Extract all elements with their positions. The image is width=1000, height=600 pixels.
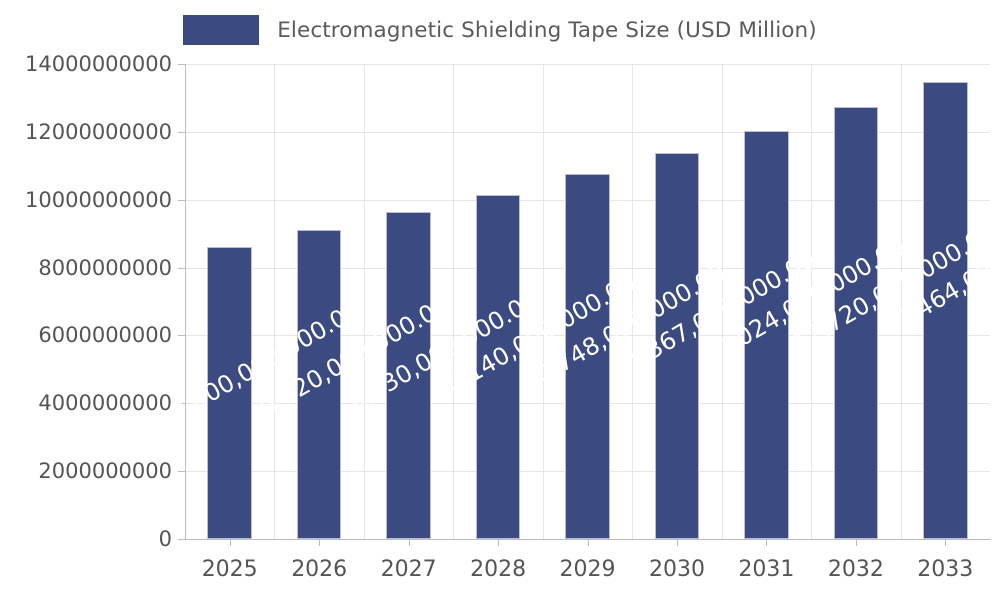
y-tick-label: 12000000000	[25, 119, 172, 144]
y-tick-mark	[178, 403, 185, 405]
y-axis-line	[185, 64, 186, 540]
x-tick-label: 2032	[827, 557, 884, 582]
bar-2028[interactable]	[475, 194, 521, 539]
x-tick-mark	[229, 539, 231, 546]
y-tick-mark	[178, 471, 185, 473]
gridline-vertical	[811, 64, 813, 539]
y-tick-mark	[178, 267, 185, 269]
gridline-vertical	[274, 64, 276, 539]
y-tick-mark	[178, 64, 185, 65]
y-tick-mark	[178, 335, 185, 337]
x-tick-label: 2025	[201, 557, 258, 582]
y-tick-label: 10000000000	[25, 187, 172, 212]
bar-2033[interactable]	[923, 82, 968, 539]
gridline-vertical	[363, 64, 365, 539]
plot-area: 8,600,000,000.00 9,120,000,000.00 9,630,…	[166, 64, 1000, 539]
gridline-horizontal	[185, 131, 990, 133]
gridline-vertical	[542, 64, 544, 539]
gridline-vertical	[900, 64, 902, 539]
chart-legend: Electromagnetic Shielding Tape Size (USD…	[0, 10, 1000, 50]
y-tick-label: 14000000000	[25, 52, 172, 76]
x-tick-label: 2027	[380, 557, 437, 582]
gridline-horizontal	[185, 64, 990, 65]
y-tick-label: 4000000000	[38, 391, 172, 416]
x-tick-label: 2029	[559, 557, 616, 582]
x-tick-mark	[319, 539, 321, 546]
x-tick-mark	[855, 539, 857, 546]
x-tick-label: 2033	[917, 557, 974, 582]
legend-label: Electromagnetic Shielding Tape Size (USD…	[277, 17, 817, 43]
gridline-vertical	[632, 64, 634, 539]
bar-2032[interactable]	[833, 107, 879, 539]
bar-2031[interactable]	[744, 131, 789, 539]
x-axis-tick-labels: 2025 2026 2027 2028 2029 2030 2031 2032 …	[185, 539, 991, 600]
gridline-vertical	[453, 64, 455, 539]
y-tick-mark	[178, 539, 185, 540]
bar-2030[interactable]	[654, 153, 700, 539]
x-tick-mark	[587, 539, 589, 546]
y-tick-mark	[178, 199, 185, 201]
bar-2027[interactable]	[386, 212, 431, 539]
y-tick-mark	[178, 131, 185, 133]
bar-2025[interactable]	[207, 247, 253, 539]
x-tick-label: 2031	[738, 557, 795, 582]
y-tick-label: 8000000000	[38, 255, 172, 280]
bar-2026[interactable]	[296, 229, 342, 539]
y-axis-tick-marks	[0, 64, 190, 540]
bar-2029[interactable]	[565, 174, 610, 539]
gridline-vertical	[721, 64, 723, 539]
y-tick-label: 6000000000	[38, 323, 172, 348]
x-tick-label: 2026	[291, 557, 348, 582]
x-tick-mark	[498, 539, 500, 546]
y-tick-label: 0	[158, 527, 172, 551]
x-tick-mark	[408, 539, 410, 546]
x-tick-mark	[766, 539, 768, 546]
legend-color-swatch	[183, 15, 260, 45]
bar-value-label-2031: 12,024,000,000.00	[698, 232, 911, 371]
y-axis-tick-labels: 14000000000 12000000000 10000000000 8000…	[0, 52, 172, 551]
x-tick-label: 2030	[649, 557, 705, 582]
x-tick-mark	[945, 539, 947, 546]
x-tick-mark	[677, 539, 678, 546]
x-tick-label: 2028	[470, 557, 527, 582]
y-tick-label: 2000000000	[38, 459, 172, 484]
